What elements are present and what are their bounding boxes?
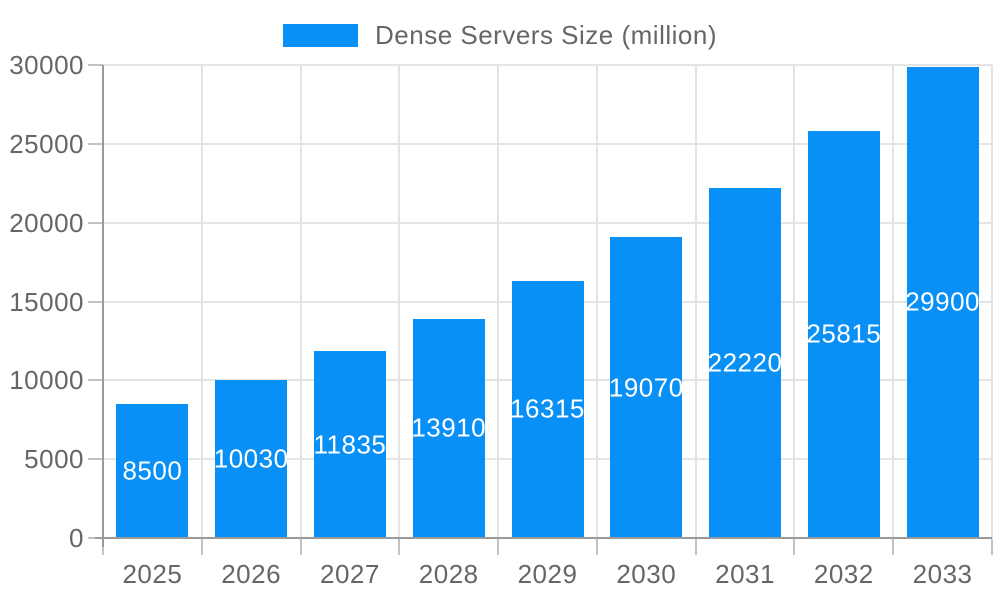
y-axis-tick [88, 458, 103, 461]
vertical-gridline [299, 65, 302, 538]
bar-value-label: 8500 [122, 455, 183, 486]
x-axis-label: 2030 [616, 559, 677, 589]
vertical-gridline [991, 65, 993, 538]
bar-2028[interactable]: 13910 [411, 318, 487, 538]
y-axis-label: 30000 [9, 50, 84, 80]
x-axis-tick [595, 539, 598, 555]
x-axis-label: 2027 [320, 559, 380, 589]
x-axis-tick [200, 539, 203, 555]
x-axis-line [95, 537, 992, 539]
x-axis-tick [991, 539, 993, 555]
x-axis-tick [497, 539, 500, 555]
plot-area: 8500 10030 11835 13910 16315 19070 22220 25815 2… [103, 64, 993, 538]
bar-2025[interactable]: 8500 [116, 403, 189, 538]
bar-2030[interactable]: 19070 [608, 237, 684, 538]
x-axis-tick [102, 539, 104, 555]
bar-2033[interactable]: 29900 [905, 66, 981, 538]
y-axis-label: 5000 [24, 444, 84, 475]
vertical-gridline [398, 65, 401, 538]
vertical-gridline [200, 65, 203, 538]
horizontal-gridline [103, 142, 992, 145]
y-axis-label: 20000 [9, 207, 84, 238]
bar-value-label: 25815 [806, 318, 882, 349]
bar-2027[interactable]: 11835 [314, 351, 386, 538]
y-axis-tick [88, 379, 103, 382]
bar-value-label: 10030 [213, 443, 289, 474]
x-axis-label: 2026 [221, 559, 282, 589]
vertical-gridline [497, 65, 500, 538]
x-axis-label: 2031 [715, 559, 775, 589]
x-axis-tick [299, 539, 302, 555]
bar-2026[interactable]: 10030 [213, 379, 289, 538]
bar-2032[interactable]: 25815 [806, 130, 882, 538]
x-axis-label: 2028 [418, 559, 479, 589]
vertical-gridline [694, 65, 697, 538]
x-axis-label: 2032 [813, 559, 874, 589]
bar-value-label: 16315 [510, 393, 585, 424]
vertical-gridline [595, 65, 598, 538]
bar-value-label: 13910 [411, 412, 487, 443]
legend-swatch-icon [283, 23, 358, 47]
x-axis-label: 2033 [912, 559, 973, 589]
x-axis-label: 2029 [517, 559, 578, 589]
horizontal-gridline [103, 64, 992, 66]
y-axis-line [102, 65, 104, 547]
y-axis-tick [88, 221, 103, 224]
bar-value-label: 29900 [905, 286, 981, 317]
y-axis-label: 15000 [9, 286, 84, 317]
x-axis-tick [398, 539, 401, 555]
vertical-gridline [892, 65, 895, 538]
y-axis-tick [88, 300, 103, 303]
legend-item[interactable]: Dense Servers Size (million) [0, 12, 1000, 58]
x-axis-tick [892, 539, 895, 555]
x-axis-label: 2025 [122, 559, 183, 589]
y-axis-label: 0 [69, 523, 84, 553]
bar-2029[interactable]: 16315 [510, 280, 585, 538]
bar-value-label: 22220 [707, 347, 783, 378]
bar-value-label: 11835 [313, 429, 387, 460]
horizontal-gridline [103, 221, 992, 224]
x-axis-tick [793, 539, 796, 555]
y-axis-tick [88, 142, 103, 145]
y-axis-label: 10000 [9, 365, 84, 396]
vertical-gridline [793, 65, 796, 538]
x-axis-tick [694, 539, 697, 555]
bar-value-label: 19070 [608, 372, 684, 403]
legend-label: Dense Servers Size (million) [375, 19, 717, 50]
y-axis-tick [88, 64, 103, 66]
bar-2031[interactable]: 22220 [707, 187, 783, 538]
y-axis-label: 25000 [9, 128, 84, 159]
